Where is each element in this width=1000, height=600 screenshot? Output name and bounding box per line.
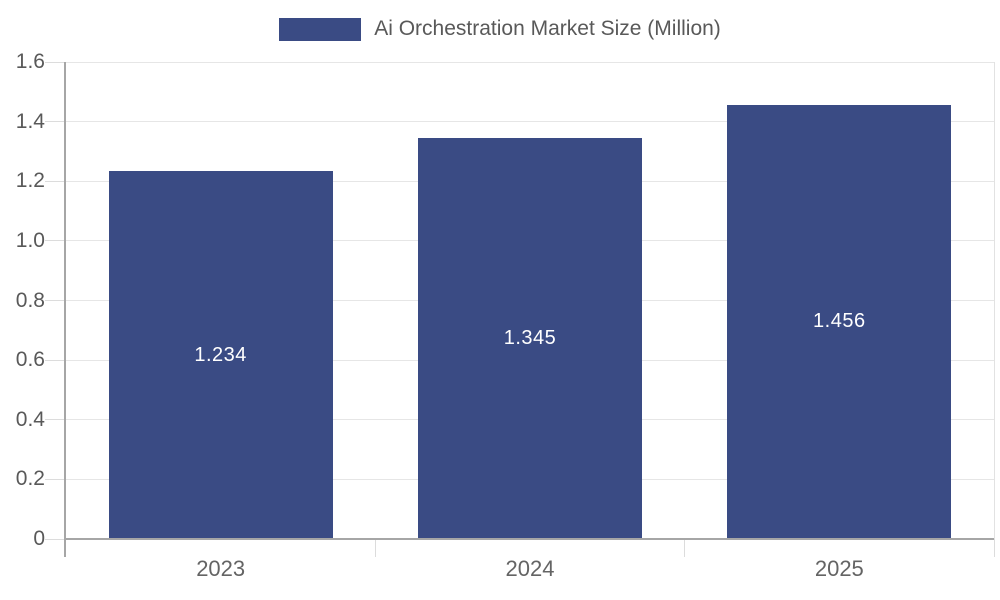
x-axis-line (64, 538, 994, 540)
gridline (66, 121, 994, 123)
y-axis-tick (45, 240, 64, 242)
x-tick-label: 2025 (814, 556, 864, 581)
right-border-line (994, 62, 995, 557)
y-tick-label: 1.6 (15, 50, 45, 73)
y-tick-label: 0.4 (15, 407, 45, 431)
bar: 1.234 (108, 171, 333, 539)
x-axis-tick (684, 539, 686, 557)
bar: 1.345 (418, 138, 642, 539)
y-tick-label: 0.8 (15, 288, 45, 312)
y-tick-label: 0.6 (15, 348, 45, 372)
y-axis-tick (45, 359, 64, 361)
legend-label: Ai Orchestration Market Size (Million) (374, 17, 721, 40)
y-axis-line (64, 62, 66, 557)
chart-legend: Ai Orchestration Market Size (Million) (0, 17, 1000, 41)
x-axis-tick (374, 539, 376, 557)
bar-value-label: 1.234 (194, 343, 247, 366)
bar: 1.456 (727, 104, 952, 539)
y-axis-tick (45, 538, 64, 540)
y-axis-tick (45, 121, 64, 123)
x-axis-tick (993, 539, 995, 557)
y-axis-tick (45, 61, 64, 63)
y-tick-label: 1.2 (15, 169, 45, 193)
legend-swatch (279, 17, 362, 41)
y-axis-tick (45, 300, 64, 301)
y-axis-tick (45, 419, 64, 421)
bar-value-label: 1.345 (503, 327, 557, 350)
x-tick-label: 2024 (505, 556, 555, 581)
y-tick-label: 0.2 (15, 467, 45, 491)
x-axis-labels: 2023 2024 2025 (66, 553, 994, 585)
bar-value-label: 1.456 (813, 310, 866, 333)
gridline (66, 61, 994, 63)
y-tick-label: 1.4 (15, 109, 45, 133)
y-tick-label: 0 (33, 527, 45, 550)
plot-area: 1.234 1.345 1.456 (45, 61, 995, 557)
y-axis-labels: 0 0.2 0.4 0.6 0.8 1.0 1.2 1.4 1.6 (0, 0, 45, 600)
x-tick-label: 2023 (196, 556, 246, 581)
y-axis-tick (45, 180, 64, 182)
y-axis-tick (45, 478, 64, 480)
y-tick-label: 1.0 (15, 228, 45, 252)
